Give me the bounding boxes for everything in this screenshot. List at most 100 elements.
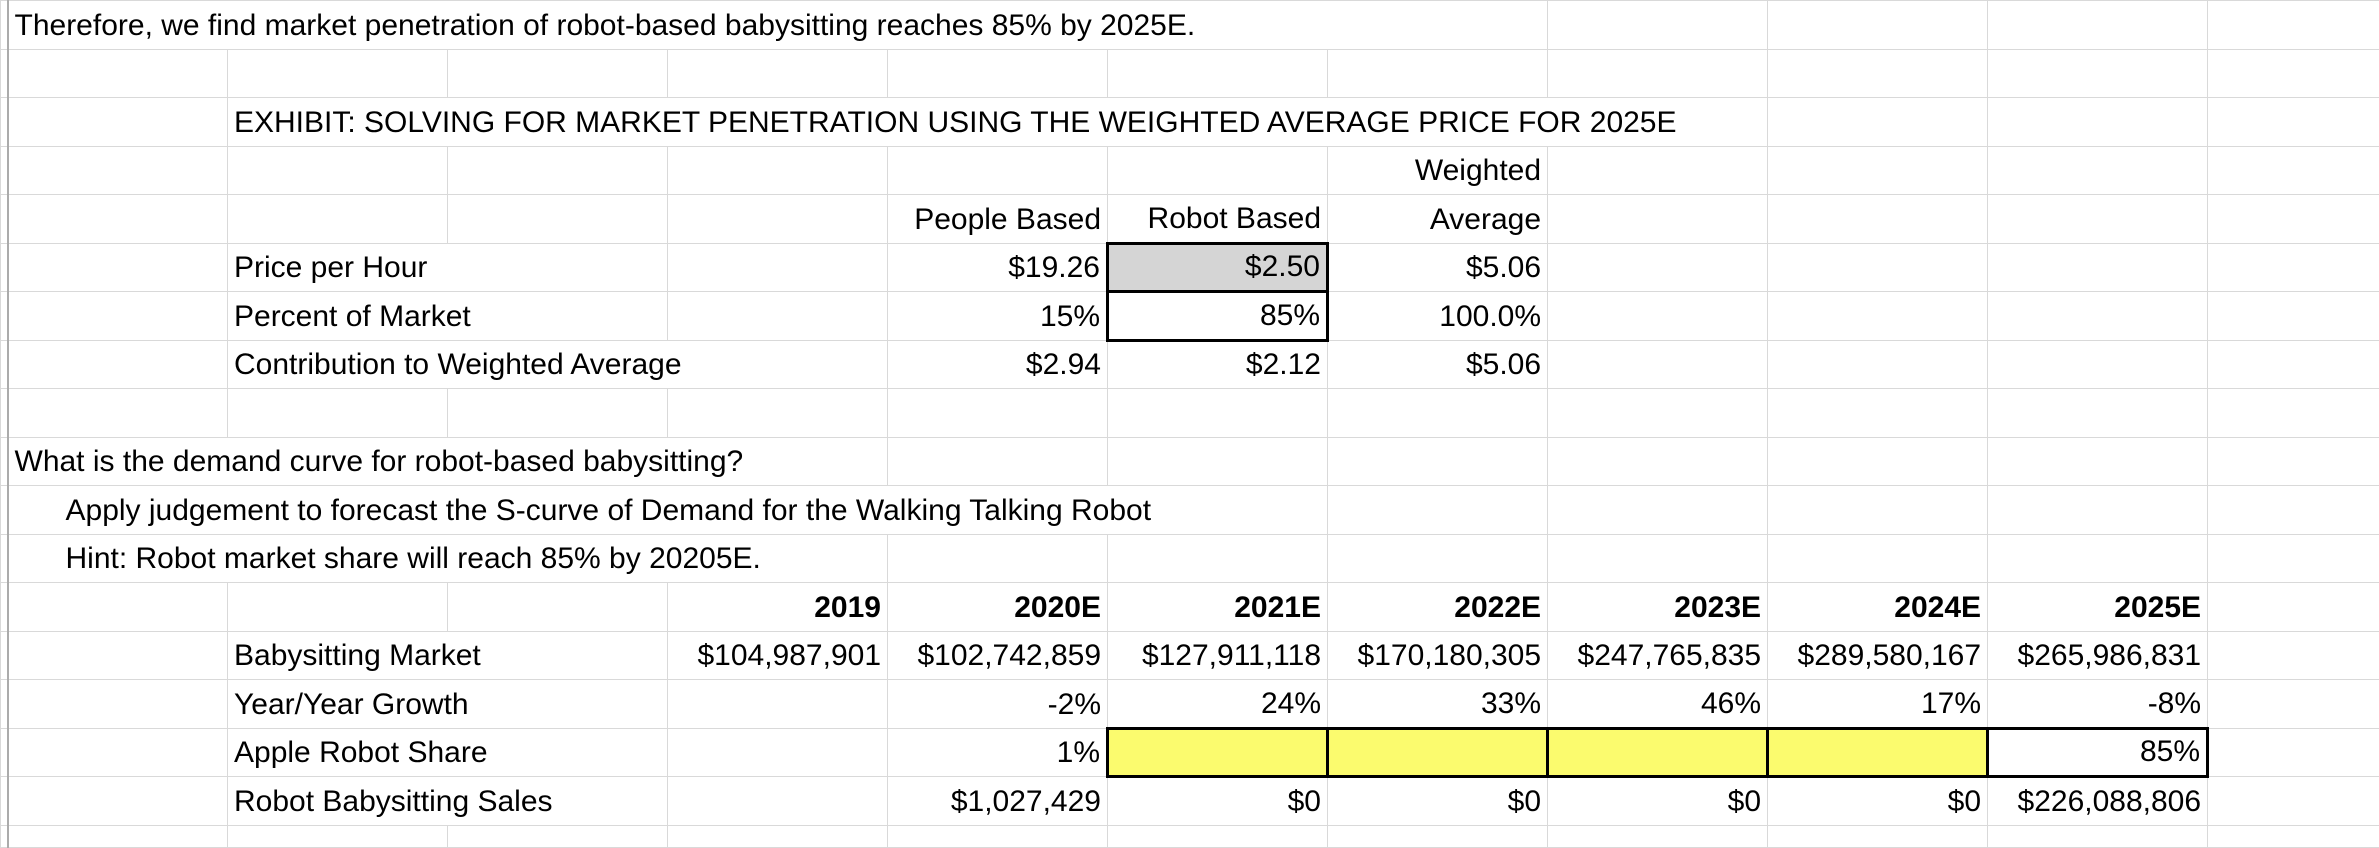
market-value-cell-2023e[interactable]: $247,765,835: [1547, 630, 1769, 680]
sales-value-cell-2023e[interactable]: $0: [1547, 776, 1769, 826]
empty-cell[interactable]: [1767, 97, 1989, 147]
sales-value-cell-2025e[interactable]: $226,088,806: [1987, 776, 2209, 826]
growth-value-cell-2022e[interactable]: 33%: [1326, 679, 1549, 729]
empty-cell[interactable]: [7, 388, 228, 438]
market-value-cell-2019[interactable]: $104,987,901: [667, 630, 888, 680]
empty-cell[interactable]: [2207, 194, 2379, 244]
empty-cell[interactable]: [1767, 824, 1989, 848]
share-input-cell-2024e[interactable]: [1766, 726, 1990, 778]
growth-value-cell-2025e[interactable]: -8%: [1987, 679, 2209, 729]
empty-cell[interactable]: [2207, 630, 2379, 680]
empty-cell[interactable]: [447, 194, 668, 244]
year-header-cell-2023e[interactable]: 2023E: [1547, 582, 1769, 632]
empty-cell[interactable]: [1767, 242, 1989, 292]
percent-of-market-label-cell[interactable]: Percent of Market: [227, 291, 668, 341]
contribution-label-cell[interactable]: Contribution to Weighted Average: [227, 339, 888, 389]
year-header-cell-2024e[interactable]: 2024E: [1767, 582, 1989, 632]
empty-cell[interactable]: [227, 388, 448, 438]
growth-value-cell-2021e[interactable]: 24%: [1107, 679, 1328, 729]
empty-cell[interactable]: [7, 824, 228, 848]
empty-cell[interactable]: [887, 824, 1108, 848]
year-header-cell-2022e[interactable]: 2022E: [1326, 582, 1549, 632]
sales-value-cell-2024e[interactable]: $0: [1767, 776, 1989, 826]
empty-cell[interactable]: [227, 194, 448, 244]
hint-note-cell[interactable]: Hint: Robot market share will reach 85% …: [7, 533, 888, 583]
empty-cell[interactable]: [1547, 48, 1769, 98]
empty-cell[interactable]: [1107, 388, 1328, 438]
empty-cell[interactable]: [7, 582, 228, 632]
empty-cell[interactable]: [887, 533, 1108, 583]
empty-cell[interactable]: [1987, 533, 2209, 583]
empty-cell[interactable]: [887, 388, 1108, 438]
market-value-cell-2022e[interactable]: $170,180,305: [1326, 630, 1549, 680]
share-input-cell-2021e[interactable]: [1106, 726, 1329, 778]
empty-cell[interactable]: [2207, 0, 2379, 50]
empty-cell[interactable]: [1987, 388, 2209, 438]
market-value-cell-2024e[interactable]: $289,580,167: [1767, 630, 1989, 680]
empty-cell[interactable]: [7, 339, 228, 389]
empty-cell[interactable]: [2207, 48, 2379, 98]
empty-cell[interactable]: [1767, 48, 1989, 98]
gutter-cell[interactable]: [0, 485, 9, 535]
empty-cell[interactable]: [1767, 339, 1989, 389]
empty-cell[interactable]: [2207, 97, 2379, 147]
sales-value-cell-2022e[interactable]: $0: [1326, 776, 1549, 826]
empty-cell[interactable]: [2207, 582, 2379, 632]
question-cell[interactable]: What is the demand curve for robot-based…: [7, 436, 888, 486]
empty-cell[interactable]: [2207, 145, 2379, 195]
empty-cell[interactable]: [447, 145, 668, 195]
year-header-cell-2019[interactable]: 2019: [667, 582, 888, 632]
empty-cell[interactable]: [1326, 48, 1549, 98]
empty-cell[interactable]: [1987, 0, 2209, 50]
empty-cell[interactable]: [667, 776, 888, 826]
empty-cell[interactable]: [227, 582, 448, 632]
gutter-cell[interactable]: [0, 145, 9, 195]
empty-cell[interactable]: [667, 242, 888, 292]
empty-cell[interactable]: [2207, 291, 2379, 341]
empty-cell[interactable]: [1767, 291, 1989, 341]
empty-cell[interactable]: [2207, 533, 2379, 583]
empty-cell[interactable]: [1547, 242, 1769, 292]
empty-cell[interactable]: [7, 194, 228, 244]
people-based-header-cell[interactable]: People Based: [887, 194, 1108, 244]
empty-cell[interactable]: [667, 727, 888, 777]
empty-cell[interactable]: [2207, 727, 2379, 777]
empty-cell[interactable]: [2207, 436, 2379, 486]
price-people-cell[interactable]: $19.26: [887, 242, 1108, 292]
empty-cell[interactable]: [2207, 776, 2379, 826]
empty-cell[interactable]: [7, 630, 228, 680]
empty-cell[interactable]: [1107, 533, 1328, 583]
empty-cell[interactable]: [7, 291, 228, 341]
empty-cell[interactable]: [1326, 485, 1549, 535]
empty-cell[interactable]: [1547, 388, 1769, 438]
empty-cell[interactable]: [2207, 679, 2379, 729]
empty-cell[interactable]: [7, 242, 228, 292]
empty-cell[interactable]: [1767, 145, 1989, 195]
empty-cell[interactable]: [1326, 388, 1549, 438]
empty-cell[interactable]: [2207, 824, 2379, 848]
empty-cell[interactable]: [667, 145, 888, 195]
empty-cell[interactable]: [1987, 824, 2209, 848]
empty-cell[interactable]: [1107, 145, 1328, 195]
empty-cell[interactable]: [1987, 291, 2209, 341]
empty-cell[interactable]: [7, 145, 228, 195]
market-value-cell-2020e[interactable]: $102,742,859: [887, 630, 1108, 680]
gutter-cell[interactable]: [0, 824, 9, 848]
growth-value-cell-2023e[interactable]: 46%: [1547, 679, 1769, 729]
market-value-cell-2021e[interactable]: $127,911,118: [1107, 630, 1328, 680]
percent-average-cell[interactable]: 100.0%: [1326, 291, 1549, 341]
empty-cell[interactable]: [447, 48, 668, 98]
empty-cell[interactable]: [447, 388, 668, 438]
gutter-cell[interactable]: [0, 48, 9, 98]
share-input-cell-2023e[interactable]: [1546, 726, 1770, 778]
gutter-cell[interactable]: [0, 679, 9, 729]
empty-cell[interactable]: [1547, 194, 1769, 244]
empty-cell[interactable]: [1107, 48, 1328, 98]
market-value-cell-2025e[interactable]: $265,986,831: [1987, 630, 2209, 680]
empty-cell[interactable]: [7, 727, 228, 777]
empty-cell[interactable]: [1326, 533, 1549, 583]
empty-cell[interactable]: [7, 776, 228, 826]
empty-cell[interactable]: [2207, 339, 2379, 389]
growth-value-cell-2020e[interactable]: -2%: [887, 679, 1108, 729]
empty-cell[interactable]: [1987, 145, 2209, 195]
